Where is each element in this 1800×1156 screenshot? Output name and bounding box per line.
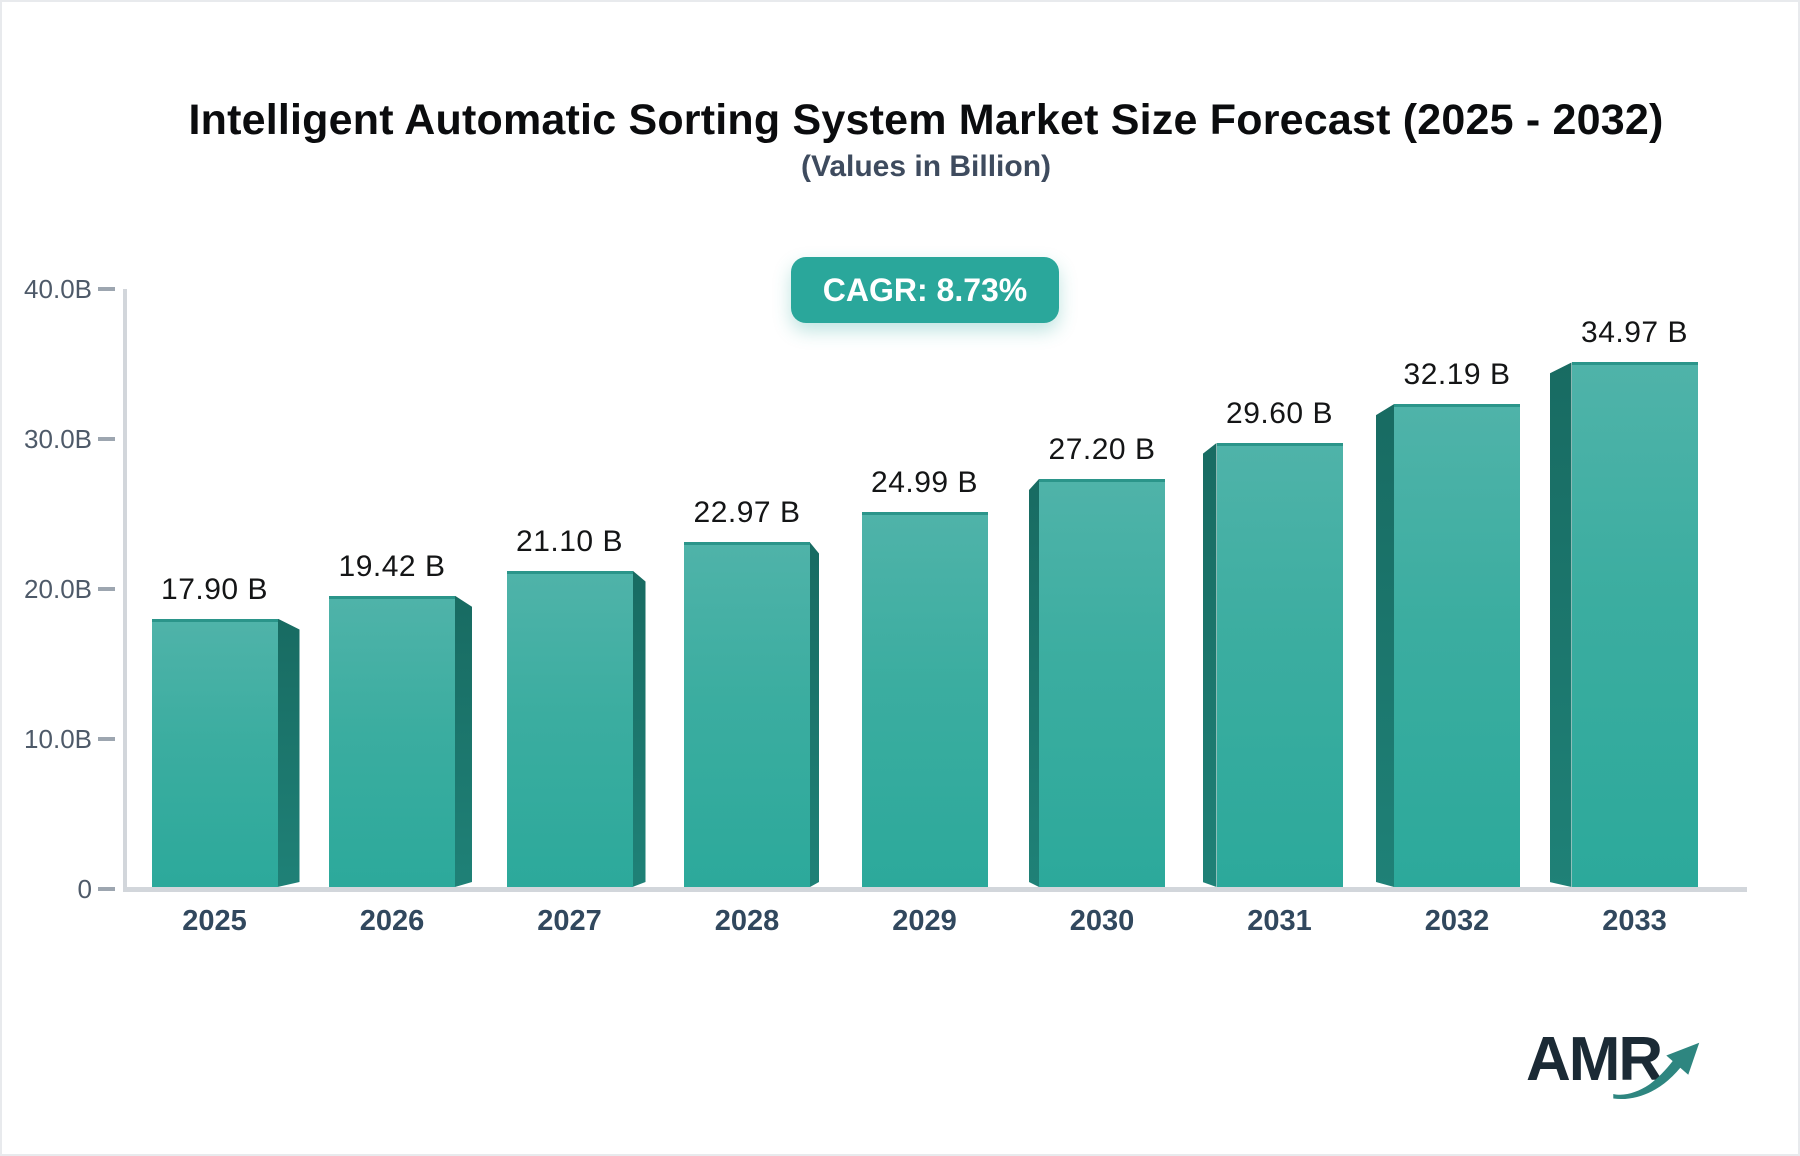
bar-front-face xyxy=(684,542,810,887)
y-axis-label: 40.0B xyxy=(24,274,92,304)
x-axis-label-2032: 2032 xyxy=(1424,905,1490,937)
bar-front-face xyxy=(329,595,455,887)
bar-front-face xyxy=(1216,443,1343,887)
y-axis-tick xyxy=(98,437,115,441)
bar-value-label: 24.99 B xyxy=(871,466,978,500)
bar-group-2029: 24.99 B xyxy=(861,466,988,887)
bar-value-label: 32.19 B xyxy=(1403,358,1511,392)
bar-group-2027: 21.10 B xyxy=(506,525,633,887)
cagr-badge-label: CAGR: 8.73% xyxy=(822,272,1028,308)
plot-area: 40.0B 30.0B 20.0B 10.0B 0 17.90 B 19.42 B 21.1… xyxy=(24,274,1747,937)
y-axis-tick xyxy=(98,287,115,291)
bar-value-label: 27.20 B xyxy=(1048,433,1156,466)
bar-front-face xyxy=(506,570,633,887)
bar-value-label: 29.60 B xyxy=(1226,397,1333,430)
x-axis-label-2029: 2029 xyxy=(892,905,957,937)
bar-group-2030: 27.20 B xyxy=(1039,433,1165,887)
bar-group-2025: 17.90 B xyxy=(151,573,278,887)
bar-front-face xyxy=(1039,479,1165,887)
bar-value-label: 21.10 B xyxy=(516,524,623,558)
bar-front-face xyxy=(1571,362,1698,887)
bar-value-label: 22.97 B xyxy=(693,496,801,530)
bar-value-label: 17.90 B xyxy=(161,572,268,606)
y-axis-layer: 40.0B 30.0B 20.0B 10.0B 0 xyxy=(24,274,1747,904)
y-axis-tick xyxy=(98,737,115,741)
y-axis-line xyxy=(123,289,127,892)
bar-group-2028: 22.97 B xyxy=(684,496,810,887)
x-axis-label-2028: 2028 xyxy=(714,905,780,937)
amr-logo-text: AMR xyxy=(1526,1025,1663,1094)
bar-side-face xyxy=(1376,404,1394,887)
y-axis-tick xyxy=(98,587,115,591)
bar-value-label: 34.97 B xyxy=(1581,316,1688,350)
amr-logo: AMR xyxy=(1526,1024,1726,1114)
y-axis-label: 20.0B xyxy=(24,574,92,604)
y-axis-label: 10.0B xyxy=(24,724,92,754)
chart-subtitle: (Values in Billion) xyxy=(800,150,1052,183)
bar-side-face xyxy=(810,542,819,887)
x-axis-line xyxy=(123,887,1747,892)
x-axis-label-2030: 2030 xyxy=(1069,905,1135,937)
bar-group-2032: 32.19 B xyxy=(1394,358,1520,887)
x-axis-label-2026: 2026 xyxy=(359,905,425,937)
x-axis-label-2031: 2031 xyxy=(1247,905,1312,937)
bars-layer: 17.90 B 19.42 B 21.10 B 22.97 B 24.99 B 27.20… xyxy=(125,289,1747,889)
growth-arrow-icon xyxy=(1613,1042,1700,1100)
bar-front-face xyxy=(1394,404,1520,887)
bar-side-face xyxy=(633,571,646,888)
y-axis-label: 0 xyxy=(77,874,92,904)
x-axis-label-2027: 2027 xyxy=(537,905,602,937)
bar-group-2033: 34.97 B xyxy=(1571,316,1698,887)
bar-front-face xyxy=(861,512,988,887)
bar-front-face xyxy=(151,618,278,887)
bar-side-face xyxy=(1029,479,1039,887)
bar-group-2026: 19.42 B xyxy=(329,550,455,887)
y-axis-tick xyxy=(98,887,115,891)
x-axis-label-2025: 2025 xyxy=(182,905,247,937)
bar-side-face xyxy=(1550,362,1572,887)
x-axis-labels-layer: 2025 2026 2027 2028 2029 2030 2031 2032 2033 xyxy=(125,289,1747,937)
bar-side-face xyxy=(1203,443,1217,887)
cagr-badge: CAGR: 8.73% xyxy=(791,257,1059,323)
x-axis-label-2033: 2033 xyxy=(1602,905,1667,937)
bar-side-face xyxy=(455,596,472,887)
bar-side-face xyxy=(278,619,300,888)
page-title: Intelligent Automatic Sorting System Mar… xyxy=(188,96,1664,144)
y-axis-label: 30.0B xyxy=(24,424,92,454)
bar-value-label: 19.42 B xyxy=(338,549,446,583)
bar-group-2031: 29.60 B xyxy=(1216,397,1343,887)
